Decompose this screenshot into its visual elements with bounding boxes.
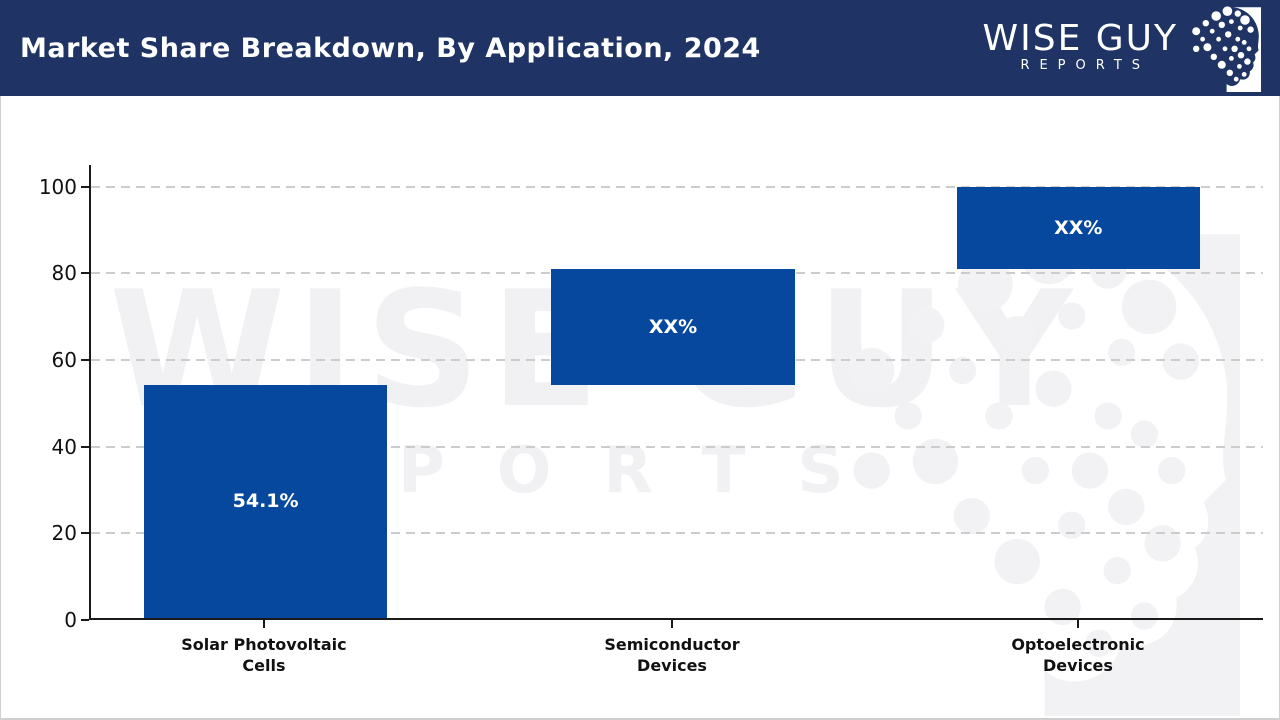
y-tick-mark-100 xyxy=(81,185,89,188)
x-category-label-line: Semiconductor xyxy=(604,635,740,654)
chart-area: WISE GUY REPORTS 54.1% XX% XX% 0 20 40 60 80 10… xyxy=(0,96,1280,720)
x-category-label-2: Optoelectronic Devices xyxy=(928,634,1228,676)
plot-area: 54.1% XX% XX% xyxy=(89,165,1263,620)
x-category-label-line: Devices xyxy=(637,656,707,675)
header-bar: Market Share Breakdown, By Application, … xyxy=(0,0,1280,96)
y-tick-label-20: 20 xyxy=(51,521,77,546)
bar-segment-1: XX% xyxy=(551,268,795,385)
y-tick-label-80: 80 xyxy=(51,261,77,286)
y-tick-mark-80 xyxy=(81,272,89,275)
bar-segment-0: 54.1% xyxy=(143,384,388,618)
bar-segment-2: XX% xyxy=(956,186,1201,269)
x-category-label-1: Semiconductor Devices xyxy=(522,634,822,676)
x-category-label-line: Cells xyxy=(242,656,286,675)
bar-value-label: 54.1% xyxy=(232,490,299,513)
brand-name: WISE GUY xyxy=(982,18,1178,59)
x-category-label-line: Devices xyxy=(1043,656,1113,675)
x-tick-mark-0 xyxy=(262,620,265,628)
brand-logo-text: WISE GUY REPORTS xyxy=(983,21,1179,75)
gridline-y40 xyxy=(91,445,1263,448)
gridline-y20 xyxy=(91,532,1263,535)
dotted-head-icon xyxy=(1192,6,1261,92)
x-tick-mark-1 xyxy=(671,620,673,628)
y-tick-mark-60 xyxy=(81,359,89,361)
x-category-label-line: Optoelectronic xyxy=(1011,635,1145,654)
brand-logo: WISE GUY REPORTS xyxy=(983,0,1267,96)
x-category-label-line: Solar Photovoltaic xyxy=(181,635,347,654)
y-tick-label-0: 0 xyxy=(64,608,77,632)
y-tick-mark-20 xyxy=(81,532,89,535)
brand-subname: REPORTS xyxy=(1020,58,1151,73)
y-tick-label-60: 60 xyxy=(51,348,77,372)
bar-value-label: XX% xyxy=(648,315,698,338)
bar-value-label: XX% xyxy=(1054,216,1103,239)
gridline-y100 xyxy=(91,185,1263,188)
y-tick-label-100: 100 xyxy=(38,174,77,199)
x-tick-mark-2 xyxy=(1076,620,1079,628)
y-tick-mark-0 xyxy=(81,619,89,621)
y-tick-label-40: 40 xyxy=(51,434,77,459)
chart-title: Market Share Breakdown, By Application, … xyxy=(20,32,761,64)
y-tick-mark-40 xyxy=(81,445,89,448)
x-category-label-0: Solar Photovoltaic Cells xyxy=(114,634,414,676)
